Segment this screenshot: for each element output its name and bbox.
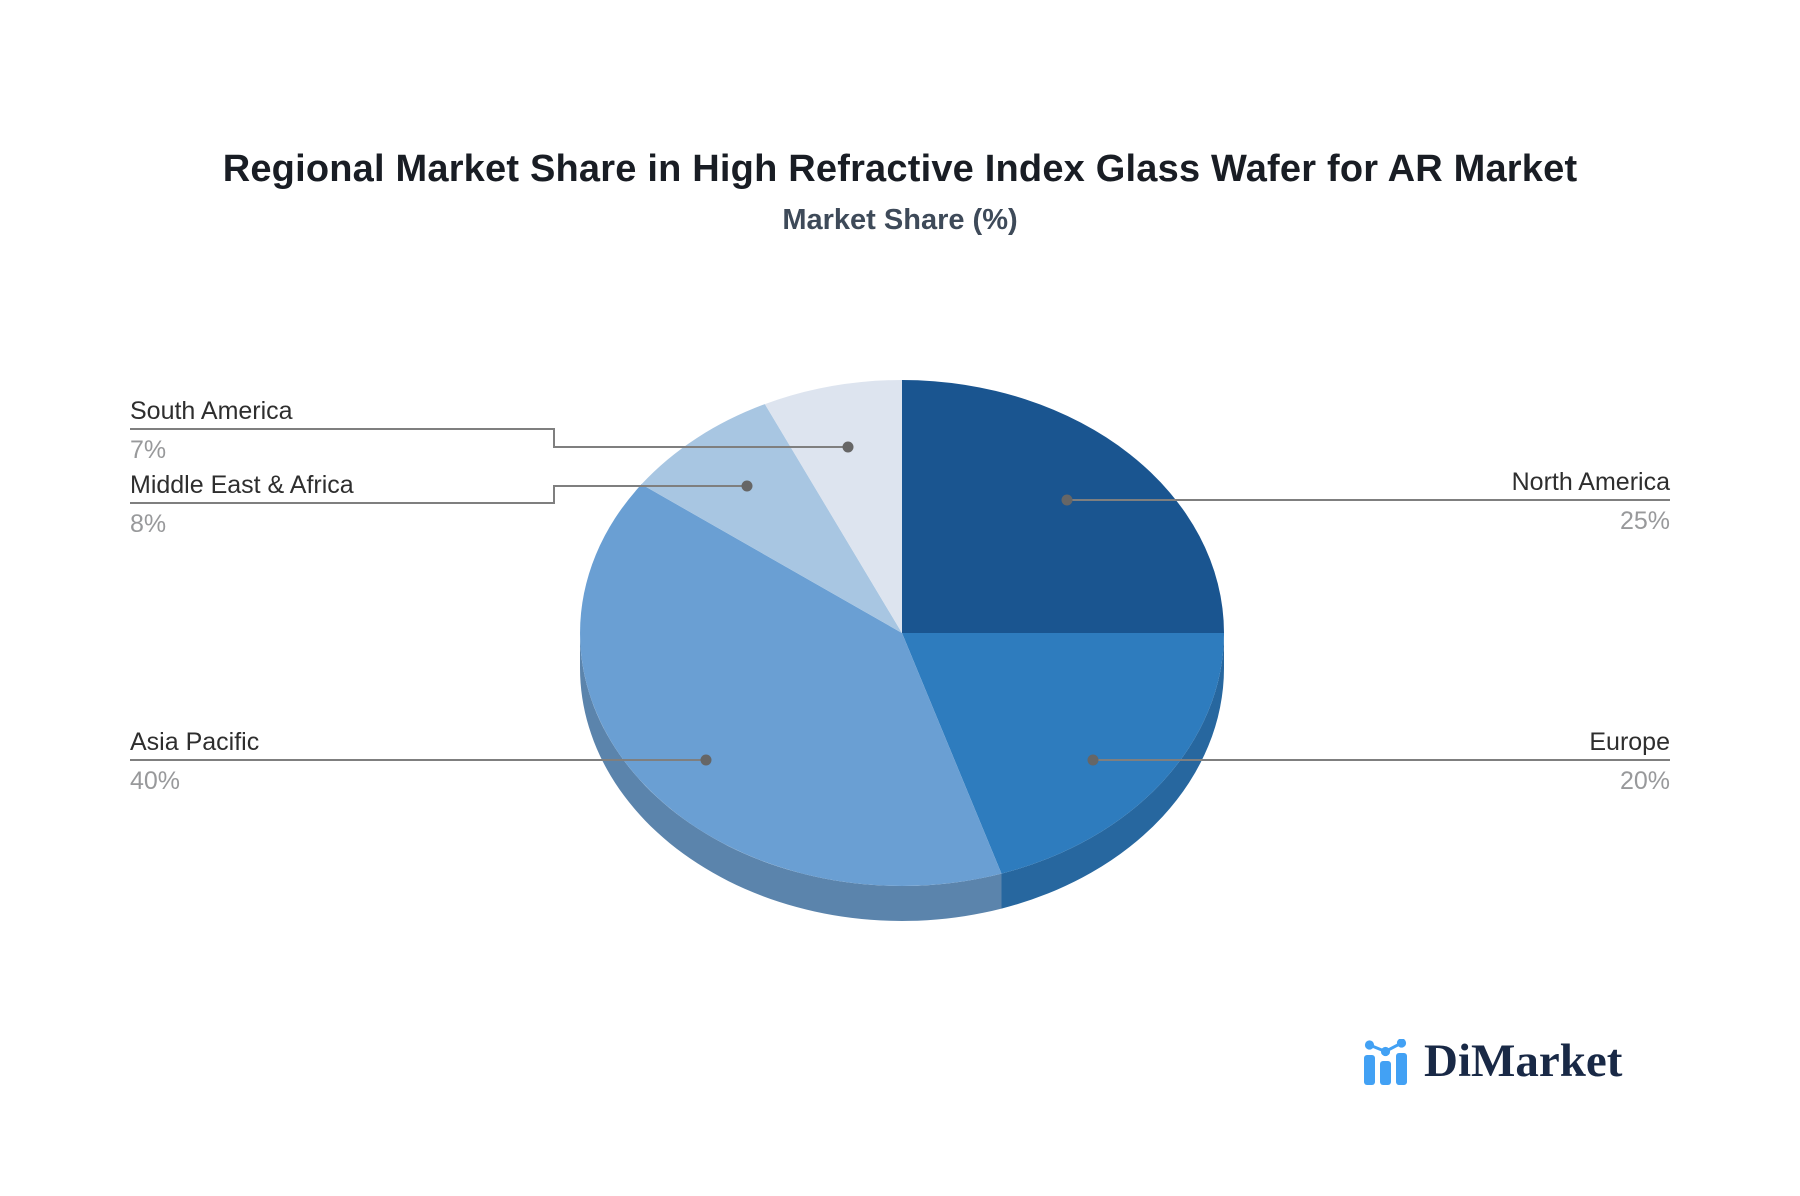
label-europe: Europe [1589, 728, 1670, 756]
value-asia-pacific: 40% [130, 767, 181, 795]
value-north-america: 25% [1619, 507, 1670, 535]
leader-dot-middle-east-africa [741, 480, 753, 492]
label-south-america: South America [130, 397, 293, 425]
label-asia-pacific: Asia Pacific [130, 728, 260, 756]
value-europe: 20% [1619, 767, 1670, 795]
pie-slice-europe[interactable] [902, 633, 1224, 874]
leader-line-south-america [130, 428, 848, 448]
chart-title: Regional Market Share in High Refractive… [222, 148, 1578, 190]
logo-text: DiMarket [1424, 1035, 1623, 1087]
leader-line-middle-east-africa [130, 485, 747, 504]
value-middle-east-africa: 8% [130, 510, 167, 538]
leader-dot-south-america [842, 441, 854, 453]
dimarket-logo: DiMarket [1362, 1038, 1622, 1085]
pie-slice-south-america[interactable] [764, 380, 902, 633]
pie-slice-north-america[interactable] [902, 380, 1224, 633]
pie-slice-asia-pacific[interactable] [580, 484, 1002, 886]
label-middle-east-africa: Middle East & Africa [130, 471, 354, 499]
bar-chart-trend-icon [1364, 1039, 1407, 1085]
leader-dot-europe [1087, 754, 1099, 766]
pie-slice-middle-east-africa[interactable] [641, 404, 903, 633]
value-south-america: 7% [130, 436, 167, 464]
leader-dot-north-america [1061, 494, 1073, 506]
pie-side-asia-pacific [580, 633, 1002, 921]
label-north-america: North America [1511, 468, 1670, 496]
pie-side-europe [1001, 633, 1224, 909]
chart-subtitle: Market Share (%) [782, 204, 1018, 236]
leader-dot-asia-pacific [700, 754, 712, 766]
